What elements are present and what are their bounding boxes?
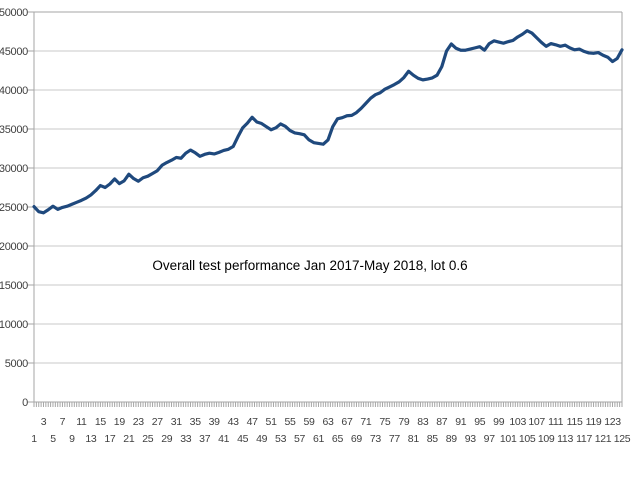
y-axis-label: 50000 xyxy=(0,7,28,19)
x-axis-label: 57 xyxy=(294,433,306,445)
x-axis-label: 65 xyxy=(332,433,344,445)
x-axis-label: 79 xyxy=(398,416,410,428)
x-axis-label: 77 xyxy=(389,433,401,445)
x-axis-label: 91 xyxy=(455,416,467,428)
x-axis-label: 25 xyxy=(142,433,154,445)
y-axis-label: 30000 xyxy=(0,163,28,175)
x-axis-label: 23 xyxy=(133,416,145,428)
y-axis-label: 10000 xyxy=(0,319,28,331)
performance-line xyxy=(32,29,624,215)
x-axis-label: 121 xyxy=(595,433,612,445)
x-axis-label: 75 xyxy=(379,416,391,428)
x-axis-label: 67 xyxy=(341,416,353,428)
x-axis-label: 93 xyxy=(465,433,477,445)
x-axis-label: 69 xyxy=(351,433,363,445)
x-axis-label: 1 xyxy=(31,433,37,445)
x-axis-label: 45 xyxy=(237,433,249,445)
x-axis-label: 123 xyxy=(604,416,621,428)
x-axis-label: 15 xyxy=(95,416,107,428)
x-axis-label: 27 xyxy=(152,416,164,428)
x-axis-label: 41 xyxy=(218,433,230,445)
x-axis-label: 73 xyxy=(370,433,382,445)
x-axis-label: 39 xyxy=(209,416,221,428)
x-axis-label: 117 xyxy=(576,433,592,445)
x-axis-label: 29 xyxy=(161,433,173,445)
x-axis-label: 97 xyxy=(484,433,496,445)
chart-title: Overall test performance Jan 2017-May 20… xyxy=(152,258,468,273)
x-axis-label: 7 xyxy=(60,416,66,428)
x-axis-label: 11 xyxy=(76,416,87,428)
x-axis-label: 107 xyxy=(528,416,545,428)
x-axis-label: 17 xyxy=(104,433,116,445)
x-axis-label: 49 xyxy=(256,433,268,445)
x-axis-label: 105 xyxy=(519,433,536,445)
x-axis-label: 101 xyxy=(500,433,517,445)
x-axis-label: 113 xyxy=(557,433,573,445)
x-axis-label: 19 xyxy=(114,416,126,428)
x-axis-label: 111 xyxy=(548,416,564,428)
x-axis-label: 33 xyxy=(180,433,192,445)
x-axis-label: 61 xyxy=(313,433,325,445)
x-axis-label: 81 xyxy=(408,433,420,445)
x-axis-label: 63 xyxy=(322,416,334,428)
x-axis-label: 125 xyxy=(614,433,631,445)
x-axis-label: 71 xyxy=(360,416,372,428)
x-axis-label: 103 xyxy=(509,416,526,428)
y-axis-label: 40000 xyxy=(0,85,28,97)
x-axis-label: 55 xyxy=(285,416,297,428)
x-axis-label: 87 xyxy=(436,416,448,428)
x-axis-label: 43 xyxy=(228,416,240,428)
y-axis-label: 20000 xyxy=(0,241,28,253)
x-axis-label: 9 xyxy=(69,433,75,445)
y-axis-label: 15000 xyxy=(0,280,28,292)
y-axis-label: 5000 xyxy=(5,358,28,370)
x-axis-label: 95 xyxy=(474,416,486,428)
x-axis-label: 51 xyxy=(266,416,278,428)
x-axis-label: 89 xyxy=(446,433,458,445)
x-axis-label: 83 xyxy=(417,416,429,428)
x-axis-label: 3 xyxy=(41,416,47,428)
x-axis-label: 115 xyxy=(567,416,583,428)
x-axis-label: 37 xyxy=(199,433,211,445)
x-axis-label: 35 xyxy=(190,416,202,428)
x-axis-label: 5 xyxy=(50,433,56,445)
x-axis-label: 47 xyxy=(247,416,259,428)
x-axis-label: 85 xyxy=(427,433,439,445)
x-axis-label: 59 xyxy=(303,416,315,428)
x-axis-label: 53 xyxy=(275,433,287,445)
y-axis-label: 0 xyxy=(22,397,28,409)
y-axis-label: 25000 xyxy=(0,202,28,214)
x-axis-label: 21 xyxy=(123,433,135,445)
x-axis-label: 99 xyxy=(493,416,505,428)
y-axis-label: 45000 xyxy=(0,46,28,58)
y-axis-label: 35000 xyxy=(0,124,28,136)
x-axis-label: 109 xyxy=(538,433,555,445)
x-axis-label: 13 xyxy=(85,433,97,445)
x-axis-label: 31 xyxy=(171,416,183,428)
x-axis-label: 119 xyxy=(586,416,602,428)
